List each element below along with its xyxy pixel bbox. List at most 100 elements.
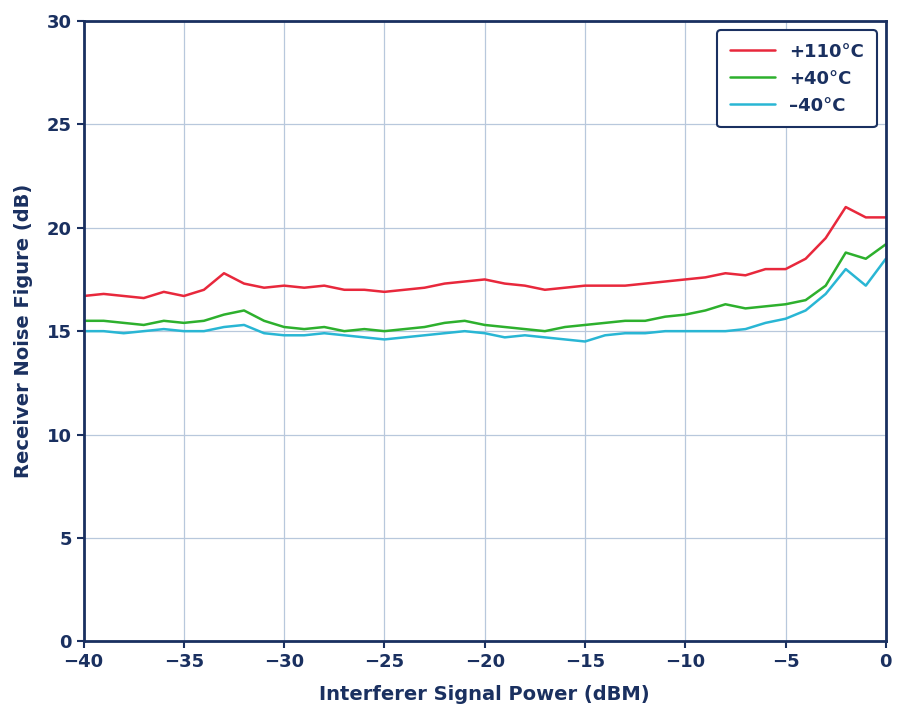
+110°C bbox=[198, 286, 209, 294]
+110°C bbox=[700, 273, 711, 281]
+110°C bbox=[840, 202, 851, 211]
+40°C bbox=[399, 325, 410, 333]
+40°C bbox=[218, 310, 229, 319]
–40°C bbox=[379, 335, 390, 344]
–40°C bbox=[439, 329, 450, 337]
–40°C bbox=[198, 327, 209, 335]
+110°C bbox=[439, 279, 450, 288]
–40°C bbox=[519, 331, 530, 340]
+40°C bbox=[861, 254, 872, 263]
+110°C bbox=[319, 281, 330, 290]
+40°C bbox=[700, 306, 711, 314]
+40°C bbox=[620, 317, 631, 325]
+40°C bbox=[139, 321, 149, 330]
+110°C bbox=[499, 279, 510, 288]
+40°C bbox=[560, 322, 571, 331]
+40°C bbox=[539, 327, 550, 335]
–40°C bbox=[78, 327, 89, 335]
+110°C bbox=[800, 254, 811, 263]
–40°C bbox=[238, 321, 249, 330]
–40°C bbox=[499, 333, 510, 342]
+40°C bbox=[740, 304, 751, 313]
+40°C bbox=[258, 317, 269, 325]
–40°C bbox=[560, 335, 571, 344]
+110°C bbox=[539, 286, 550, 294]
+110°C bbox=[98, 289, 109, 298]
+40°C bbox=[580, 321, 591, 330]
+110°C bbox=[459, 277, 470, 286]
+110°C bbox=[519, 281, 530, 290]
+40°C bbox=[339, 327, 350, 335]
–40°C bbox=[861, 281, 872, 290]
+40°C bbox=[439, 319, 450, 327]
+40°C bbox=[178, 319, 189, 327]
Line: –40°C: –40°C bbox=[83, 258, 886, 342]
–40°C bbox=[319, 329, 330, 337]
–40°C bbox=[881, 254, 892, 263]
Y-axis label: Receiver Noise Figure (dB): Receiver Noise Figure (dB) bbox=[14, 184, 33, 478]
+110°C bbox=[419, 284, 430, 292]
+40°C bbox=[800, 296, 811, 304]
–40°C bbox=[459, 327, 470, 335]
+40°C bbox=[640, 317, 651, 325]
+40°C bbox=[98, 317, 109, 325]
–40°C bbox=[479, 329, 490, 337]
–40°C bbox=[600, 331, 611, 340]
+40°C bbox=[760, 302, 771, 311]
+40°C bbox=[720, 300, 731, 309]
+40°C bbox=[499, 322, 510, 331]
–40°C bbox=[640, 329, 651, 337]
+110°C bbox=[881, 213, 892, 222]
+110°C bbox=[740, 271, 751, 279]
–40°C bbox=[279, 331, 290, 340]
–40°C bbox=[119, 329, 130, 337]
+40°C bbox=[459, 317, 470, 325]
+110°C bbox=[620, 281, 631, 290]
+40°C bbox=[419, 322, 430, 331]
–40°C bbox=[680, 327, 690, 335]
+110°C bbox=[78, 292, 89, 300]
+40°C bbox=[159, 317, 169, 325]
–40°C bbox=[178, 327, 189, 335]
+110°C bbox=[580, 281, 591, 290]
+110°C bbox=[780, 265, 791, 274]
+40°C bbox=[359, 325, 370, 333]
–40°C bbox=[359, 333, 370, 342]
+110°C bbox=[359, 286, 370, 294]
–40°C bbox=[840, 265, 851, 274]
+110°C bbox=[119, 292, 130, 300]
Line: +110°C: +110°C bbox=[83, 207, 886, 298]
–40°C bbox=[820, 289, 831, 298]
+40°C bbox=[119, 319, 130, 327]
–40°C bbox=[580, 337, 591, 346]
+40°C bbox=[279, 322, 290, 331]
+110°C bbox=[760, 265, 771, 274]
–40°C bbox=[720, 327, 731, 335]
–40°C bbox=[700, 327, 711, 335]
–40°C bbox=[98, 327, 109, 335]
+40°C bbox=[660, 312, 670, 321]
+110°C bbox=[339, 286, 350, 294]
Legend: +110°C, +40°C, –40°C: +110°C, +40°C, –40°C bbox=[717, 30, 877, 127]
+110°C bbox=[560, 284, 571, 292]
+110°C bbox=[379, 287, 390, 296]
+110°C bbox=[159, 287, 169, 296]
+40°C bbox=[379, 327, 390, 335]
+40°C bbox=[238, 306, 249, 314]
+110°C bbox=[640, 279, 651, 288]
+110°C bbox=[820, 234, 831, 243]
–40°C bbox=[620, 329, 631, 337]
+110°C bbox=[399, 286, 410, 294]
–40°C bbox=[740, 325, 751, 333]
–40°C bbox=[419, 331, 430, 340]
+40°C bbox=[820, 281, 831, 290]
+110°C bbox=[479, 275, 490, 284]
+110°C bbox=[178, 292, 189, 300]
+110°C bbox=[238, 279, 249, 288]
Line: +40°C: +40°C bbox=[83, 244, 886, 331]
+40°C bbox=[519, 325, 530, 333]
+40°C bbox=[198, 317, 209, 325]
–40°C bbox=[399, 333, 410, 342]
+40°C bbox=[319, 322, 330, 331]
–40°C bbox=[339, 331, 350, 340]
